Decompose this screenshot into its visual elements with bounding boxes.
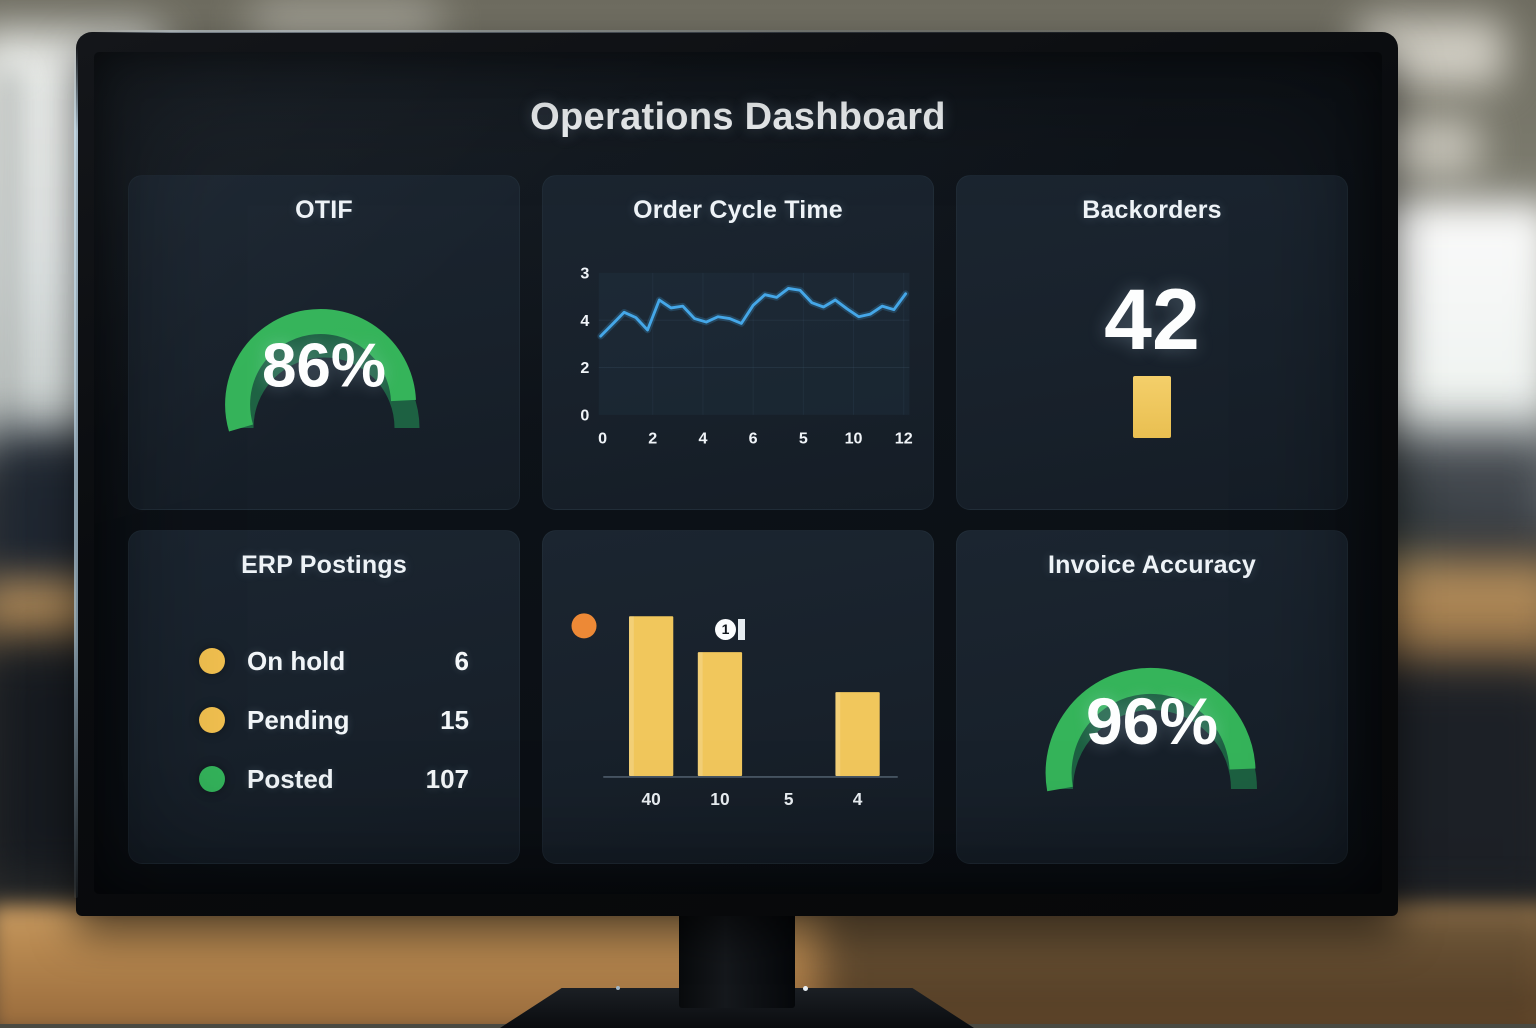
chart-plot-area [599, 273, 910, 415]
bar[interactable] [698, 652, 742, 776]
invoice-accuracy-value: 96% [1026, 683, 1278, 759]
card-erp-postings[interactable]: ERP Postings On hold 6 Pending 15 [128, 530, 520, 865]
backorders-indicator-bar [1133, 376, 1171, 438]
x-axis-tick-label: 12 [895, 429, 913, 447]
bar-highlight [698, 652, 703, 776]
x-axis-tick-label: 6 [749, 429, 758, 447]
y-axis-tick-label: 0 [580, 406, 589, 424]
x-axis-tick-label: 40 [642, 789, 661, 809]
page-title: Operations Dashboard [128, 96, 1348, 139]
otif-gauge: 86% [209, 268, 439, 449]
otif-value: 86% [209, 330, 439, 401]
x-axis-tick-label: 5 [799, 429, 808, 447]
list-item[interactable]: Pending 15 [199, 705, 469, 736]
x-axis-tick-label: 0 [598, 429, 607, 447]
card-title-invoice-accuracy: Invoice Accuracy [1048, 551, 1256, 580]
invoice-accuracy-gauge: 96% [1026, 617, 1278, 810]
legend-dot-orange-icon [572, 613, 597, 638]
bar-panel-badge: 1 [715, 619, 745, 640]
x-axis-tick-label: 10 [710, 789, 729, 809]
card-bar-panel[interactable]: 40 10 5 4 1 [542, 530, 934, 865]
x-axis-tick-label: 4 [698, 429, 707, 447]
card-backorders[interactable]: Backorders 42 [956, 175, 1348, 510]
badge-circle-icon: 1 [715, 619, 736, 640]
erp-row-label: Pending [247, 705, 350, 736]
card-title-erp-postings: ERP Postings [241, 551, 407, 580]
erp-postings-list: On hold 6 Pending 15 Posted 107 [145, 580, 503, 848]
status-dot-green-icon [199, 766, 225, 792]
bar-highlight [835, 692, 840, 776]
bar[interactable] [835, 692, 879, 776]
badge-bar-icon [738, 619, 745, 640]
monitor-screen: Operations Dashboard OTIF 86% [94, 52, 1382, 894]
monitor-stand-neck [679, 912, 795, 1008]
y-axis-tick-label: 2 [580, 359, 589, 377]
erp-row-label: On hold [247, 646, 345, 677]
card-otif[interactable]: OTIF 86% [128, 175, 520, 510]
stand-highlight-right [803, 986, 808, 991]
x-axis-tick-label: 2 [648, 429, 657, 447]
x-axis-tick-label: 10 [845, 429, 863, 447]
dashboard-grid: OTIF 86% Order Cycle Time [128, 175, 1348, 864]
stand-highlight-left [616, 986, 620, 990]
erp-row-count: 6 [455, 646, 469, 677]
bezel-edge-highlight-left [74, 46, 78, 898]
status-dot-amber-icon [199, 707, 225, 733]
card-title-backorders: Backorders [1082, 196, 1222, 225]
backorders-body: 42 [973, 225, 1331, 493]
otif-gauge-wrap: 86% [145, 225, 503, 493]
y-axis-tick-label: 4 [580, 312, 589, 330]
status-dot-amber-icon [199, 648, 225, 674]
monitor: Operations Dashboard OTIF 86% [76, 32, 1398, 916]
bar-highlight [629, 616, 634, 776]
dashboard: Operations Dashboard OTIF 86% [94, 52, 1382, 894]
card-title-order-cycle-time: Order Cycle Time [633, 196, 843, 225]
bezel-edge-highlight-top [94, 30, 1384, 33]
card-title-otif: OTIF [295, 196, 353, 225]
list-item[interactable]: On hold 6 [199, 646, 469, 677]
bar-panel-chart: 40 10 5 4 [559, 551, 917, 848]
x-axis-tick-label: 4 [853, 789, 863, 809]
erp-row-count: 15 [440, 705, 469, 736]
invoice-accuracy-gauge-wrap: 96% [973, 580, 1331, 848]
bar-panel-svg: 40 10 5 4 [559, 573, 917, 825]
y-axis-tick-label: 3 [580, 264, 589, 282]
backorders-value: 42 [1104, 280, 1200, 362]
list-item[interactable]: Posted 107 [199, 764, 469, 795]
bar[interactable] [629, 616, 673, 776]
x-axis-tick-label: 5 [784, 789, 794, 809]
erp-row-count: 107 [426, 764, 469, 795]
background-window-mullion [0, 70, 20, 450]
order-cycle-time-svg: 3 4 2 00 2 4 6 5 10 12 [559, 254, 917, 464]
erp-row-label: Posted [247, 764, 334, 795]
card-invoice-accuracy[interactable]: Invoice Accuracy 96% [956, 530, 1348, 865]
